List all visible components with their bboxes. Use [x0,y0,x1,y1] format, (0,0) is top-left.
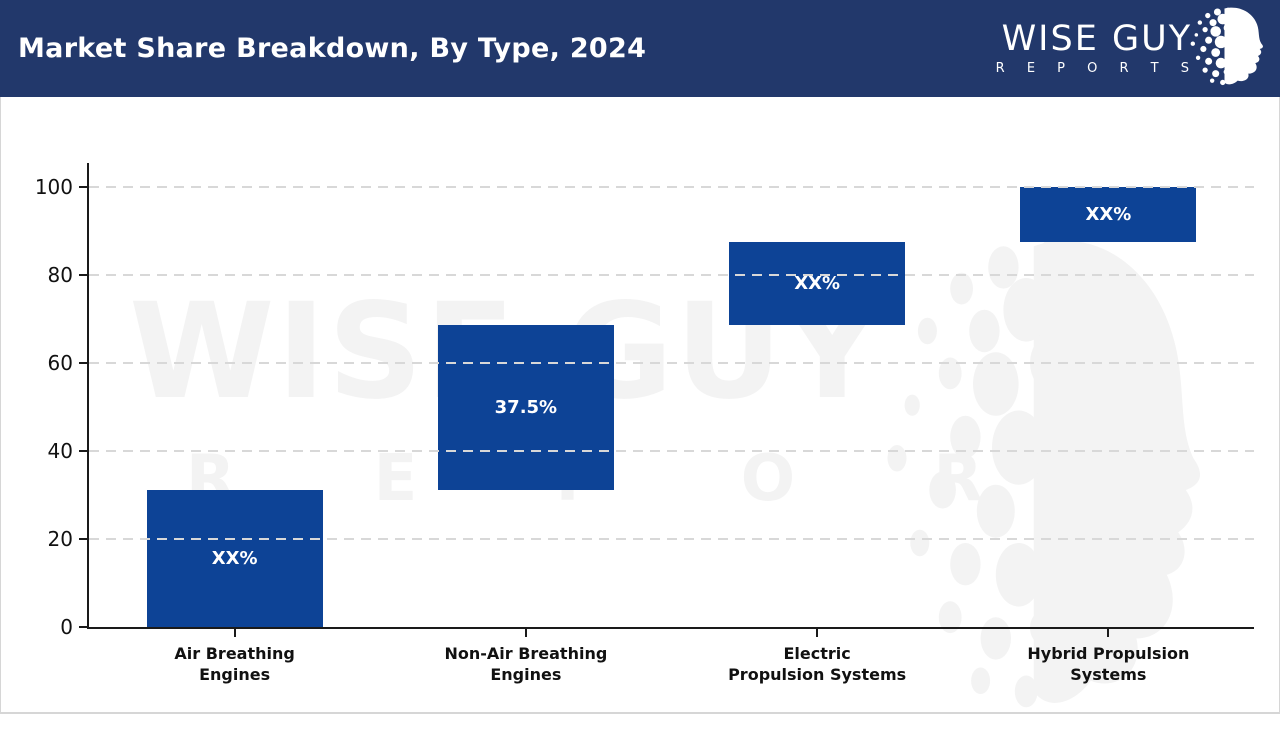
category-label-line: Engines [199,665,271,684]
logo-wordmark: WISE GUY R E P O R T S [995,18,1198,76]
category-label-1: Non-Air Breathing Engines [416,643,636,685]
chart-card: WISE GUY R E P O R T S XX%37.5%XX%XX%020… [0,97,1280,714]
y-tick-40 [79,450,87,452]
y-tick-label-60: 60 [47,351,73,375]
category-label-3: Hybrid Propulsion Systems [998,643,1218,685]
y-tick-100 [79,186,87,188]
category-label-line: Non-Air Breathing [444,644,608,663]
plot-area: XX% 37.5% XX% XX% 0 20 40 60 80 100 Air Breathing E… [1,97,1279,713]
logo-face-icon [1190,7,1263,85]
bar-value-label-0: XX% [211,547,258,569]
category-label-line: Air Breathing [174,644,295,663]
category-label-line: Hybrid Propulsion [1027,644,1190,663]
x-tick-2 [816,629,819,637]
y-axis-line [87,163,89,629]
y-tick-label-40: 40 [47,439,73,463]
category-label-2: Electric Propulsion Systems [707,643,927,685]
category-label-line: Propulsion Systems [728,665,907,684]
bar-segment-2: XX% [729,242,906,325]
gridline-80 [89,274,1254,276]
page-title: Market Share Breakdown, By Type, 2024 [18,33,647,64]
bar-segment-0: XX% [146,489,323,627]
logo-name: WISE GUY [1001,18,1193,59]
gridline-40 [89,450,1254,452]
category-label-line: Electric [783,644,851,663]
bar-value-label-2: XX% [794,272,841,294]
bar-value-label-1: 37.5% [494,396,558,418]
logo-subtitle: R E P O R T S [995,60,1198,76]
x-axis-line [87,627,1254,629]
gridline-100 [89,186,1254,188]
y-tick-60 [79,362,87,364]
y-tick-label-80: 80 [47,263,73,287]
bar-segment-1: 37.5% [437,324,614,490]
brand-logo: WISE GUY R E P O R T S [996,4,1272,94]
x-tick-3 [1107,629,1110,637]
bar-value-label-3: XX% [1085,204,1132,225]
y-tick-80 [79,274,87,276]
x-tick-0 [233,629,236,637]
bar-segment-3: XX% [1020,187,1197,242]
gridline-60 [89,362,1254,364]
header: Market Share Breakdown, By Type, 2024 WI… [0,0,1280,97]
category-label-line: Systems [1070,665,1147,684]
y-tick-20 [79,538,87,540]
y-tick-label-0: 0 [60,615,73,639]
y-tick-label-100: 100 [34,175,73,199]
category-label-0: Air Breathing Engines [125,643,345,685]
gridline-20 [89,538,1254,540]
x-tick-1 [524,629,527,637]
category-label-line: Engines [490,665,562,684]
y-tick-label-20: 20 [47,527,73,551]
y-tick-0 [79,626,87,628]
